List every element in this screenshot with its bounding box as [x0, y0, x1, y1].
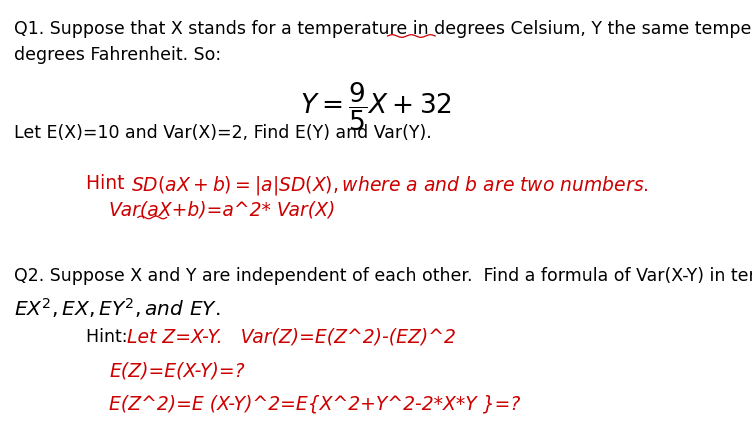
Text: Q1. Suppose that X stands for a temperature in degrees Celsium, Y the same tempe: Q1. Suppose that X stands for a temperat… [14, 20, 752, 37]
Text: Var(aX+b)=a^2* Var(X): Var(aX+b)=a^2* Var(X) [109, 201, 335, 220]
Text: $\it{SD(aX + b) = |a|SD(X), where\ a\ and\ b\ are\ two\ numbers.}$: $\it{SD(aX + b) = |a|SD(X), where\ a\ an… [132, 174, 649, 197]
Text: $Y = \dfrac{9}{5}X + 32$: $Y = \dfrac{9}{5}X + 32$ [300, 80, 452, 132]
Text: Let E(X)=10 and Var(X)=2, Find E(Y) and Var(Y).: Let E(X)=10 and Var(X)=2, Find E(Y) and … [14, 124, 432, 141]
Text: Let Z=X-Y.   Var(Z)=E(Z^2)-(EZ)^2: Let Z=X-Y. Var(Z)=E(Z^2)-(EZ)^2 [127, 328, 456, 347]
Text: degrees Fahrenheit. So:: degrees Fahrenheit. So: [14, 46, 220, 63]
Text: Hint: Hint [86, 174, 137, 193]
Text: Hint:: Hint: [86, 328, 134, 345]
Text: $\mathit{EX^2, EX, EY^2, and\ EY.}$: $\mathit{EX^2, EX, EY^2, and\ EY.}$ [14, 296, 220, 320]
Text: Q2. Suppose X and Y are independent of each other.  Find a formula of Var(X-Y) i: Q2. Suppose X and Y are independent of e… [14, 267, 752, 285]
Text: E(Z^2)=E (X-Y)^2=E{X^2+Y^2-2*X*Y }=?: E(Z^2)=E (X-Y)^2=E{X^2+Y^2-2*X*Y }=? [109, 395, 520, 414]
Text: E(Z)=E(X-Y)=?: E(Z)=E(X-Y)=? [109, 361, 244, 380]
